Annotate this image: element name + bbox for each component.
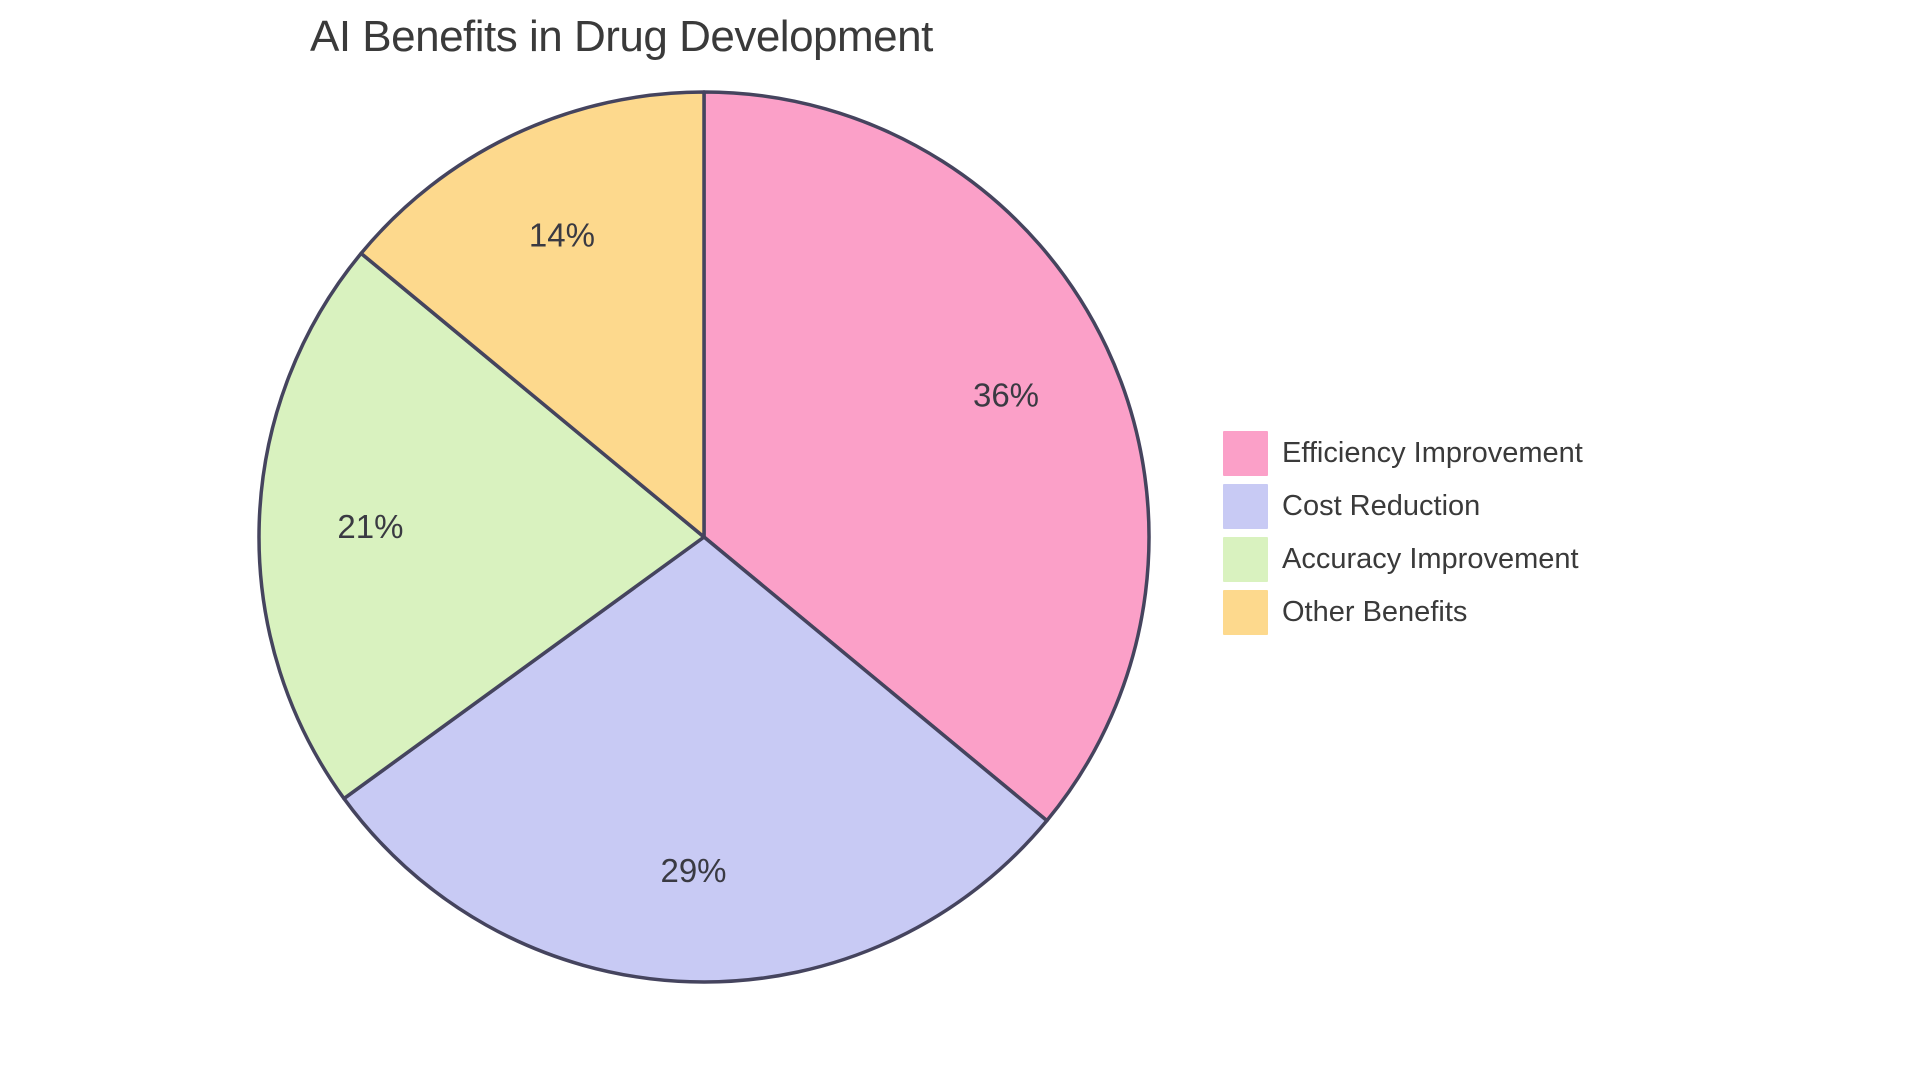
legend-item-other-benefits[interactable]: Other Benefits <box>1223 590 1583 635</box>
legend-swatch <box>1223 431 1268 476</box>
pie-slice-efficiency-improvement[interactable] <box>702 90 1151 823</box>
legend-label: Other Benefits <box>1282 596 1468 628</box>
legend-item-efficiency-improvement[interactable]: Efficiency Improvement <box>1223 431 1583 476</box>
legend-swatch <box>1223 537 1268 582</box>
legend-item-cost-reduction[interactable]: Cost Reduction <box>1223 484 1583 529</box>
legend-swatch <box>1223 590 1268 635</box>
chart-title: AI Benefits in Drug Development <box>310 12 933 61</box>
slice-label-accuracy-improvement: 21% <box>337 508 403 545</box>
legend: Efficiency Improvement Cost Reduction Accu… <box>1223 431 1583 635</box>
legend-item-accuracy-improvement[interactable]: Accuracy Improvement <box>1223 537 1583 582</box>
legend-swatch <box>1223 484 1268 529</box>
legend-label: Cost Reduction <box>1282 490 1481 522</box>
legend-label: Accuracy Improvement <box>1282 543 1579 575</box>
slice-label-cost-reduction: 29% <box>660 852 726 889</box>
pie-slice-accuracy-improvement[interactable] <box>257 251 706 801</box>
legend-label: Efficiency Improvement <box>1282 437 1583 469</box>
slice-label-efficiency-improvement: 36% <box>973 376 1039 413</box>
slice-label-other-benefits: 14% <box>529 217 595 254</box>
pie-slice-cost-reduction[interactable] <box>342 535 1049 984</box>
pie-slice-other-benefits[interactable] <box>359 90 706 539</box>
